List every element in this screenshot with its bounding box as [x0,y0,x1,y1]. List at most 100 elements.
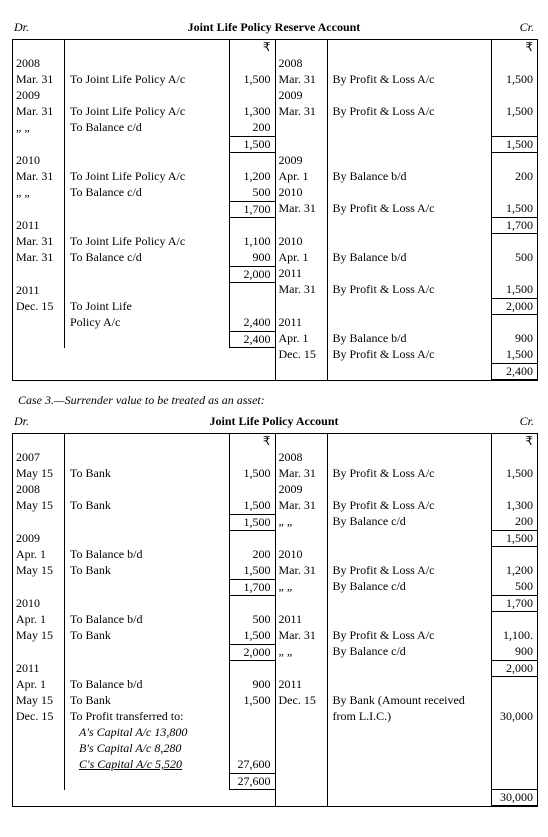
date-cell: „ „ [276,579,328,595]
amount-cell [491,315,537,331]
date-cell [13,757,65,773]
date-cell: Apr. 1 [276,169,328,185]
particulars-cell [328,595,492,612]
date-cell: 2011 [276,677,328,693]
ledger-row: Mar. 31By Profit & Loss A/c1,500 [276,201,538,217]
particulars-cell: By Profit & Loss A/c [328,563,492,579]
ledger-row: 2008 [276,450,538,466]
particulars-cell [328,660,492,677]
particulars-cell [65,136,229,153]
date-cell: Mar. 31 [13,234,65,250]
ledger-row [276,741,538,757]
amount-cell [229,709,275,725]
date-cell: „ „ [276,514,328,530]
ledger-row: 2009 [13,88,275,104]
particulars-cell [65,579,229,596]
date-cell [13,725,65,741]
ledger-row: 1,700 [276,595,538,612]
date-cell: „ „ [276,644,328,660]
particulars-cell [328,217,492,234]
amount-cell: 2,400 [229,331,275,348]
date-cell [13,773,65,790]
particulars-cell: To Balance c/d [65,185,229,201]
date-cell: 2011 [276,266,328,282]
ledger-row: C's Capital A/c 5,52027,600 [13,757,275,773]
date-cell: 2011 [13,218,65,234]
particulars-cell [328,153,492,169]
particulars-cell: To Bank [65,628,229,644]
particulars-cell [328,120,492,136]
amount-cell [491,693,537,709]
ledger-row: 1,500 [276,530,538,547]
amount-cell [491,185,537,201]
amount-cell [491,234,537,250]
ledger-row: 30,000 [276,789,538,806]
particulars-cell: To Joint Life Policy A/c [65,234,229,250]
ledger-row: Mar. 31By Profit & Loss A/c1,500 [276,282,538,298]
particulars-cell [65,596,229,612]
amount-cell: 900 [229,677,275,693]
particulars-cell: To Balance b/d [65,612,229,628]
date-cell: 2009 [13,88,65,104]
amount-cell [229,725,275,741]
particulars-cell [328,185,492,201]
ledger-row: Mar. 31To Joint Life Policy A/c1,300 [13,104,275,120]
amount-cell: 1,100. [491,628,537,644]
particulars-cell [328,136,492,153]
ledger2-title-row: Dr. Joint Life Policy Account Cr. [12,412,536,433]
date-cell: Mar. 31 [276,282,328,298]
particulars-cell: To Bank [65,466,229,482]
amount-cell: 900 [229,250,275,266]
col-currency: ₹ [229,434,275,450]
date-cell [276,136,328,153]
amount-cell: 1,300 [491,498,537,514]
ledger-row: 2011 [13,661,275,677]
amount-cell [229,596,275,612]
date-cell [13,331,65,348]
ledger-row: 2010 [276,185,538,201]
col-currency: ₹ [491,434,537,450]
amount-cell: 1,500 [491,282,537,298]
particulars-cell [65,331,229,348]
amount-cell [491,547,537,563]
amount-cell [491,741,537,757]
amount-cell: 1,700 [491,217,537,234]
date-cell: Dec. 15 [13,709,65,725]
ledger2: ₹2007May 15To Bank1,5002008May 15To Bank… [12,433,538,807]
amount-cell: 1,200 [491,563,537,579]
amount-cell: 1,500 [491,201,537,217]
ledger-row: 2010 [13,596,275,612]
date-cell: 2008 [276,450,328,466]
particulars-cell: By Profit & Loss A/c [328,628,492,644]
col-particulars [328,434,492,450]
ledger-row: 2007 [13,450,275,466]
amount-cell: 1,700 [491,595,537,612]
particulars-cell: By Bank (Amount received [328,693,492,709]
amount-cell: 2,000 [229,644,275,661]
particulars-cell [328,612,492,628]
col-currency: ₹ [491,40,537,56]
ledger2-title: Joint Life Policy Account [210,414,339,428]
particulars-cell [328,530,492,547]
ledger-row: 2011 [276,266,538,282]
particulars-cell [65,56,229,72]
particulars-cell: To Joint Life Policy A/c [65,104,229,120]
amount-cell: 1,500 [491,347,537,363]
particulars-cell [328,56,492,72]
date-cell: Mar. 31 [276,201,328,217]
ledger-row: 2008 [276,56,538,72]
amount-cell [229,153,275,169]
amount-cell [491,612,537,628]
date-cell: May 15 [13,563,65,579]
amount-cell [229,741,275,757]
amount-cell [229,531,275,547]
amount-cell: 1,100 [229,234,275,250]
amount-cell: 30,000 [491,789,537,806]
particulars-cell [65,153,229,169]
particulars-cell [65,644,229,661]
col-particulars [328,40,492,56]
particulars-cell [328,88,492,104]
date-cell: 2007 [13,450,65,466]
amount-cell [491,482,537,498]
date-cell: 2008 [13,482,65,498]
